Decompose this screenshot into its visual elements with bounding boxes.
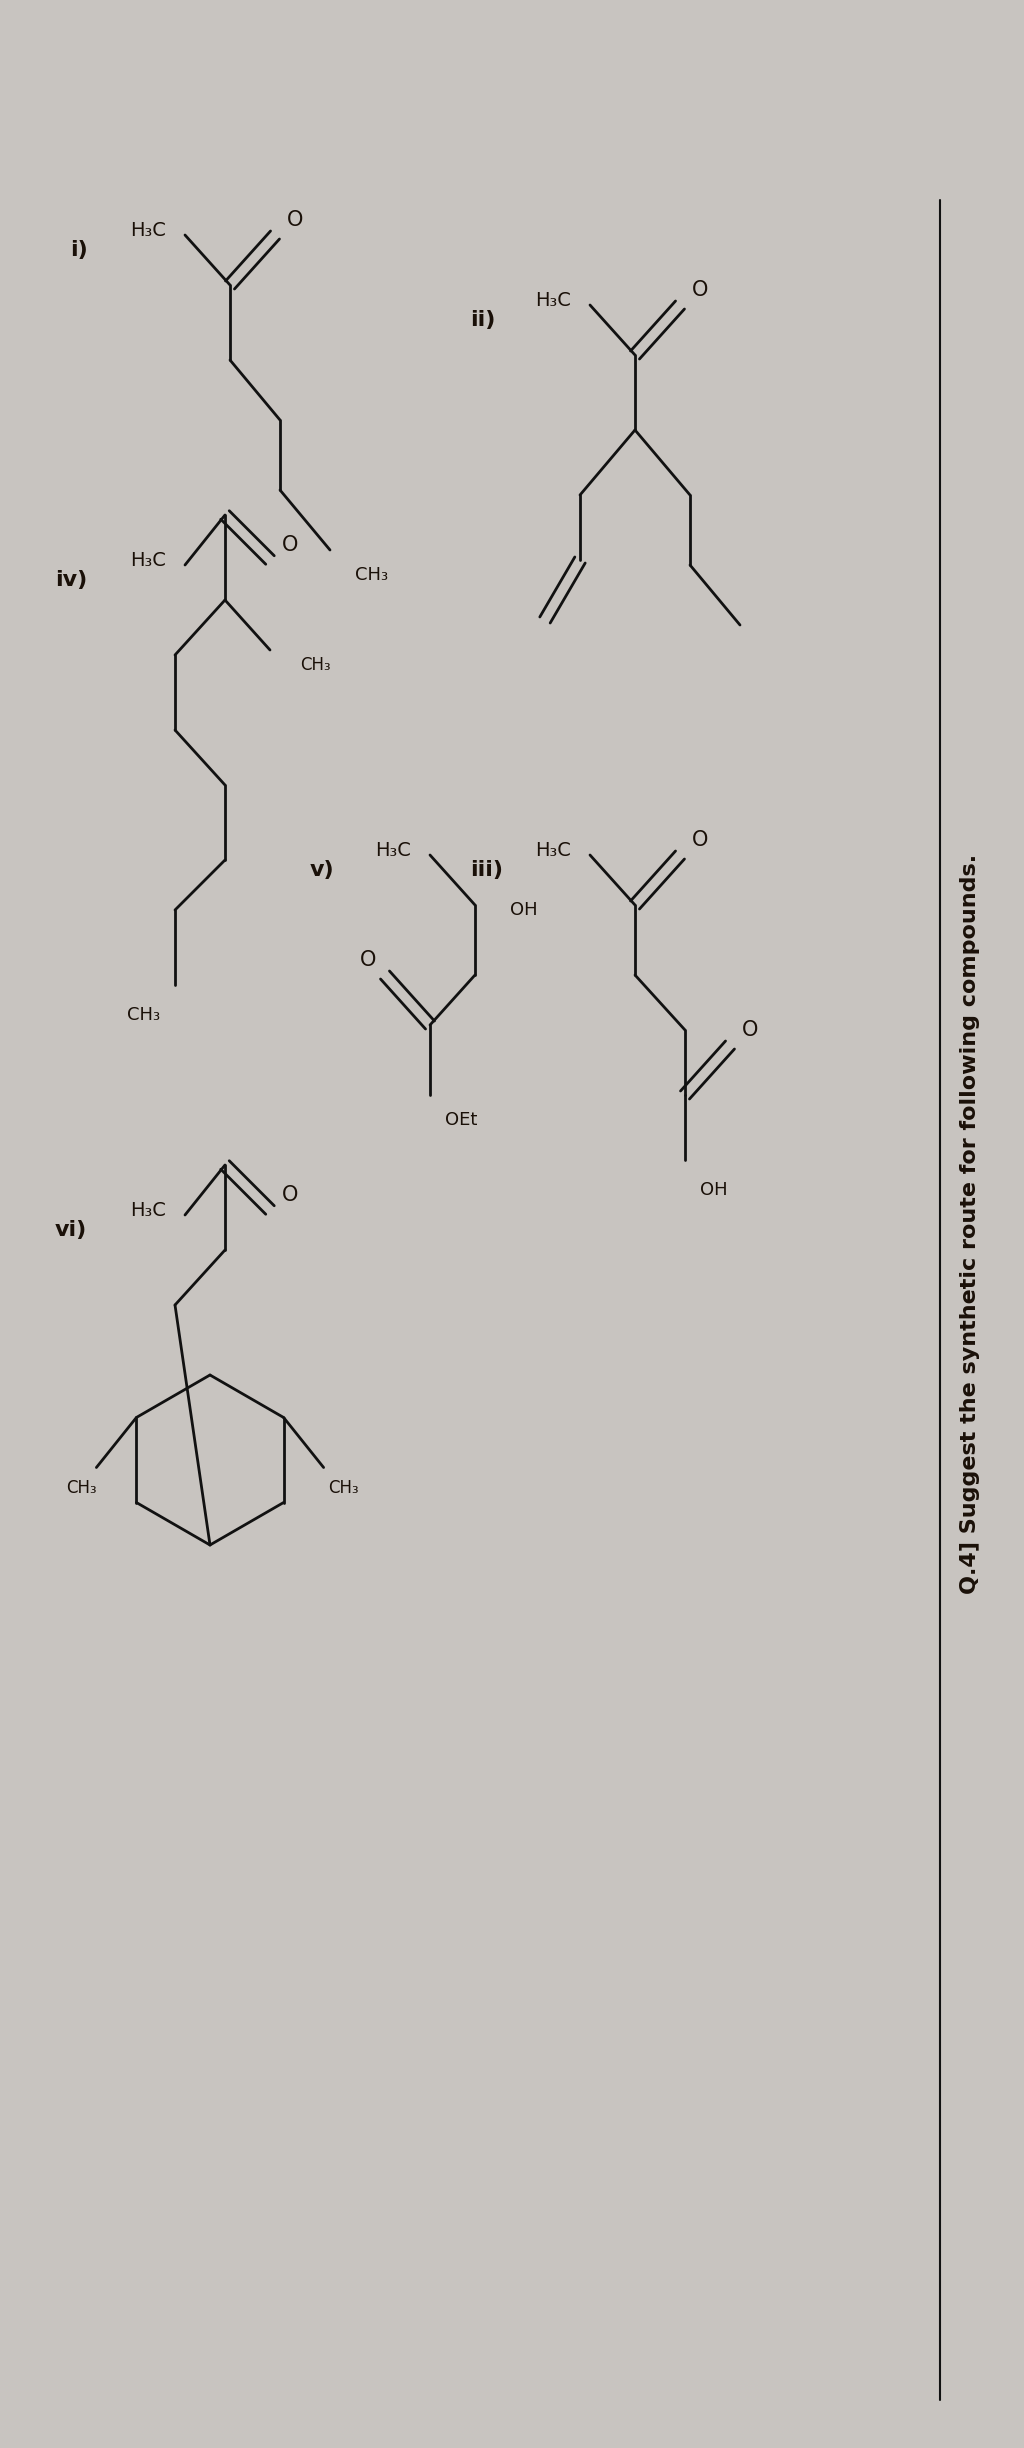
Text: H₃C: H₃C bbox=[130, 551, 166, 570]
Text: H₃C: H₃C bbox=[130, 220, 166, 240]
Text: H₃C: H₃C bbox=[535, 291, 570, 308]
Text: ii): ii) bbox=[470, 311, 496, 330]
Text: iii): iii) bbox=[470, 859, 503, 879]
Text: v): v) bbox=[310, 859, 335, 879]
Text: H₃C: H₃C bbox=[375, 840, 411, 859]
Text: CH₃: CH₃ bbox=[355, 565, 388, 585]
Text: O: O bbox=[282, 536, 298, 556]
Text: H₃C: H₃C bbox=[130, 1200, 166, 1219]
Text: O: O bbox=[741, 1021, 758, 1040]
Text: iv): iv) bbox=[55, 570, 87, 590]
Text: O: O bbox=[282, 1185, 298, 1204]
Text: O: O bbox=[692, 279, 709, 301]
Text: OH: OH bbox=[510, 901, 538, 918]
Text: OEt: OEt bbox=[445, 1111, 477, 1129]
Text: CH₃: CH₃ bbox=[127, 1006, 160, 1023]
Text: H₃C: H₃C bbox=[535, 840, 570, 859]
Text: CH₃: CH₃ bbox=[67, 1479, 96, 1496]
Text: CH₃: CH₃ bbox=[300, 656, 331, 673]
Text: O: O bbox=[692, 830, 709, 849]
Text: O: O bbox=[287, 211, 303, 230]
Text: CH₃: CH₃ bbox=[329, 1479, 359, 1496]
Text: vi): vi) bbox=[55, 1219, 87, 1241]
Text: i): i) bbox=[70, 240, 88, 259]
Text: O: O bbox=[359, 950, 376, 969]
Text: Q.4] Suggest the synthetic route for following compounds.: Q.4] Suggest the synthetic route for fol… bbox=[961, 854, 980, 1594]
Text: OH: OH bbox=[700, 1180, 728, 1200]
